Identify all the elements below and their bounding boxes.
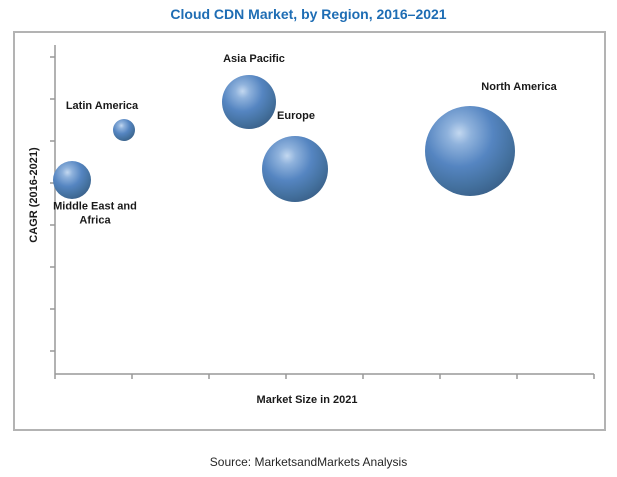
axes [50,45,595,379]
bubble-latin-america [113,119,135,141]
bubble-label-asia-pacific: Asia Pacific [223,52,285,65]
bubble-asia-pacific [222,75,276,129]
bubble-label-north-america: North America [481,80,557,93]
x-axis-label: Market Size in 2021 [256,394,358,406]
bubble-label-middle-east-and-africa: Middle East and Africa [53,200,137,227]
bubble-label-latin-america: Latin America [65,99,139,112]
bubble-label-europe: Europe [277,109,315,122]
plot-area: CAGR (2016-2021) Market Size in 2021 Mid… [13,31,606,431]
bubble-north-america [425,106,515,196]
bubble-middle-east-and-africa [53,161,91,199]
bubble-europe [262,136,328,202]
source-text: Source: MarketsandMarkets Analysis [209,455,408,469]
y-axis-label: CAGR (2016-2021) [28,147,40,243]
chart-title: Cloud CDN Market, by Region, 2016–2021 [170,6,447,22]
